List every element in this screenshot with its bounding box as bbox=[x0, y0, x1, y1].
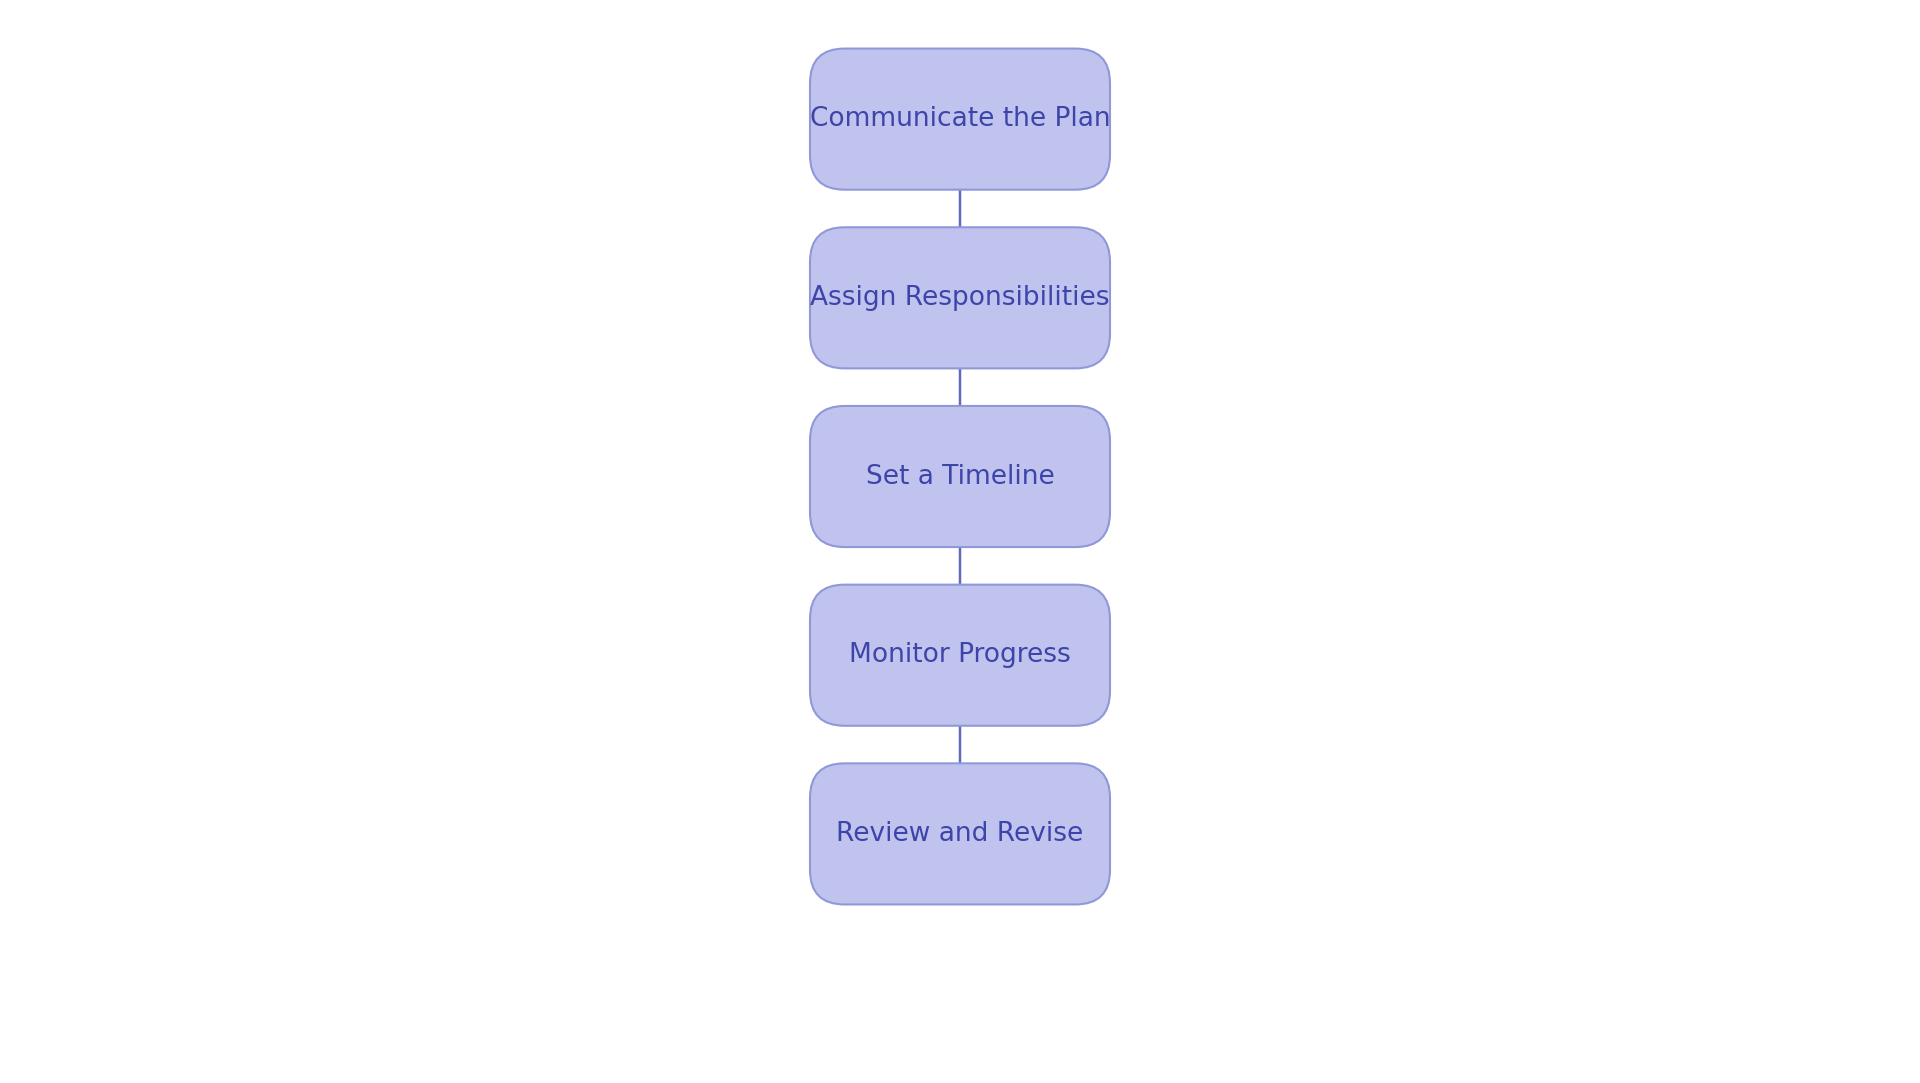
Text: Monitor Progress: Monitor Progress bbox=[849, 642, 1071, 668]
Text: Assign Responsibilities: Assign Responsibilities bbox=[810, 285, 1110, 311]
Text: Review and Revise: Review and Revise bbox=[837, 821, 1083, 847]
Text: Set a Timeline: Set a Timeline bbox=[866, 464, 1054, 490]
FancyBboxPatch shape bbox=[810, 764, 1110, 904]
Text: Communicate the Plan: Communicate the Plan bbox=[810, 106, 1110, 132]
FancyBboxPatch shape bbox=[810, 227, 1110, 368]
FancyBboxPatch shape bbox=[810, 406, 1110, 547]
FancyBboxPatch shape bbox=[810, 49, 1110, 190]
FancyBboxPatch shape bbox=[810, 585, 1110, 726]
